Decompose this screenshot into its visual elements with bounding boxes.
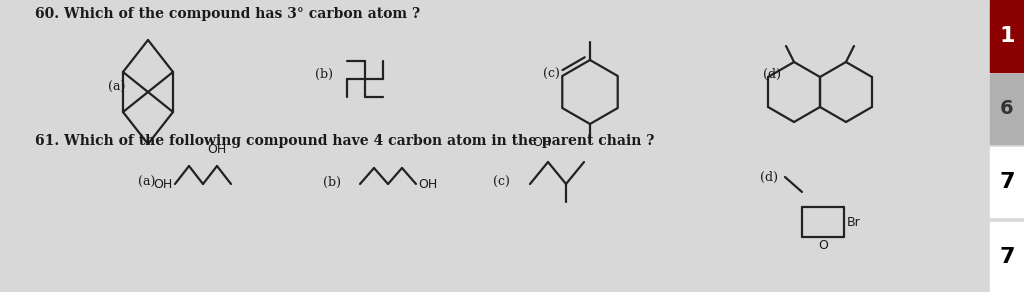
Text: OH: OH xyxy=(208,143,226,156)
Text: OH: OH xyxy=(532,136,552,149)
Text: 7: 7 xyxy=(999,172,1015,192)
Text: O: O xyxy=(818,239,827,252)
Text: (c): (c) xyxy=(493,175,510,189)
Text: 60. Which of the compound has 3° carbon atom ?: 60. Which of the compound has 3° carbon … xyxy=(35,7,420,21)
Text: (c): (c) xyxy=(543,67,560,81)
Text: 7: 7 xyxy=(999,247,1015,267)
Text: (a): (a) xyxy=(138,175,156,189)
Text: (d): (d) xyxy=(763,67,781,81)
Text: OH: OH xyxy=(418,178,437,190)
Text: (a): (a) xyxy=(108,81,125,93)
Text: (b): (b) xyxy=(315,67,333,81)
Bar xyxy=(990,74,1024,144)
Text: 6: 6 xyxy=(1000,100,1014,119)
Text: (b): (b) xyxy=(323,175,341,189)
Text: OH: OH xyxy=(153,178,172,190)
Text: Br: Br xyxy=(847,215,861,229)
Text: 1: 1 xyxy=(999,26,1015,46)
Bar xyxy=(990,147,1024,217)
Text: (d): (d) xyxy=(760,171,778,183)
Bar xyxy=(990,222,1024,292)
Bar xyxy=(990,0,1024,72)
Text: 61. Which of the following compound have 4 carbon atom in the parent chain ?: 61. Which of the following compound have… xyxy=(35,134,654,148)
